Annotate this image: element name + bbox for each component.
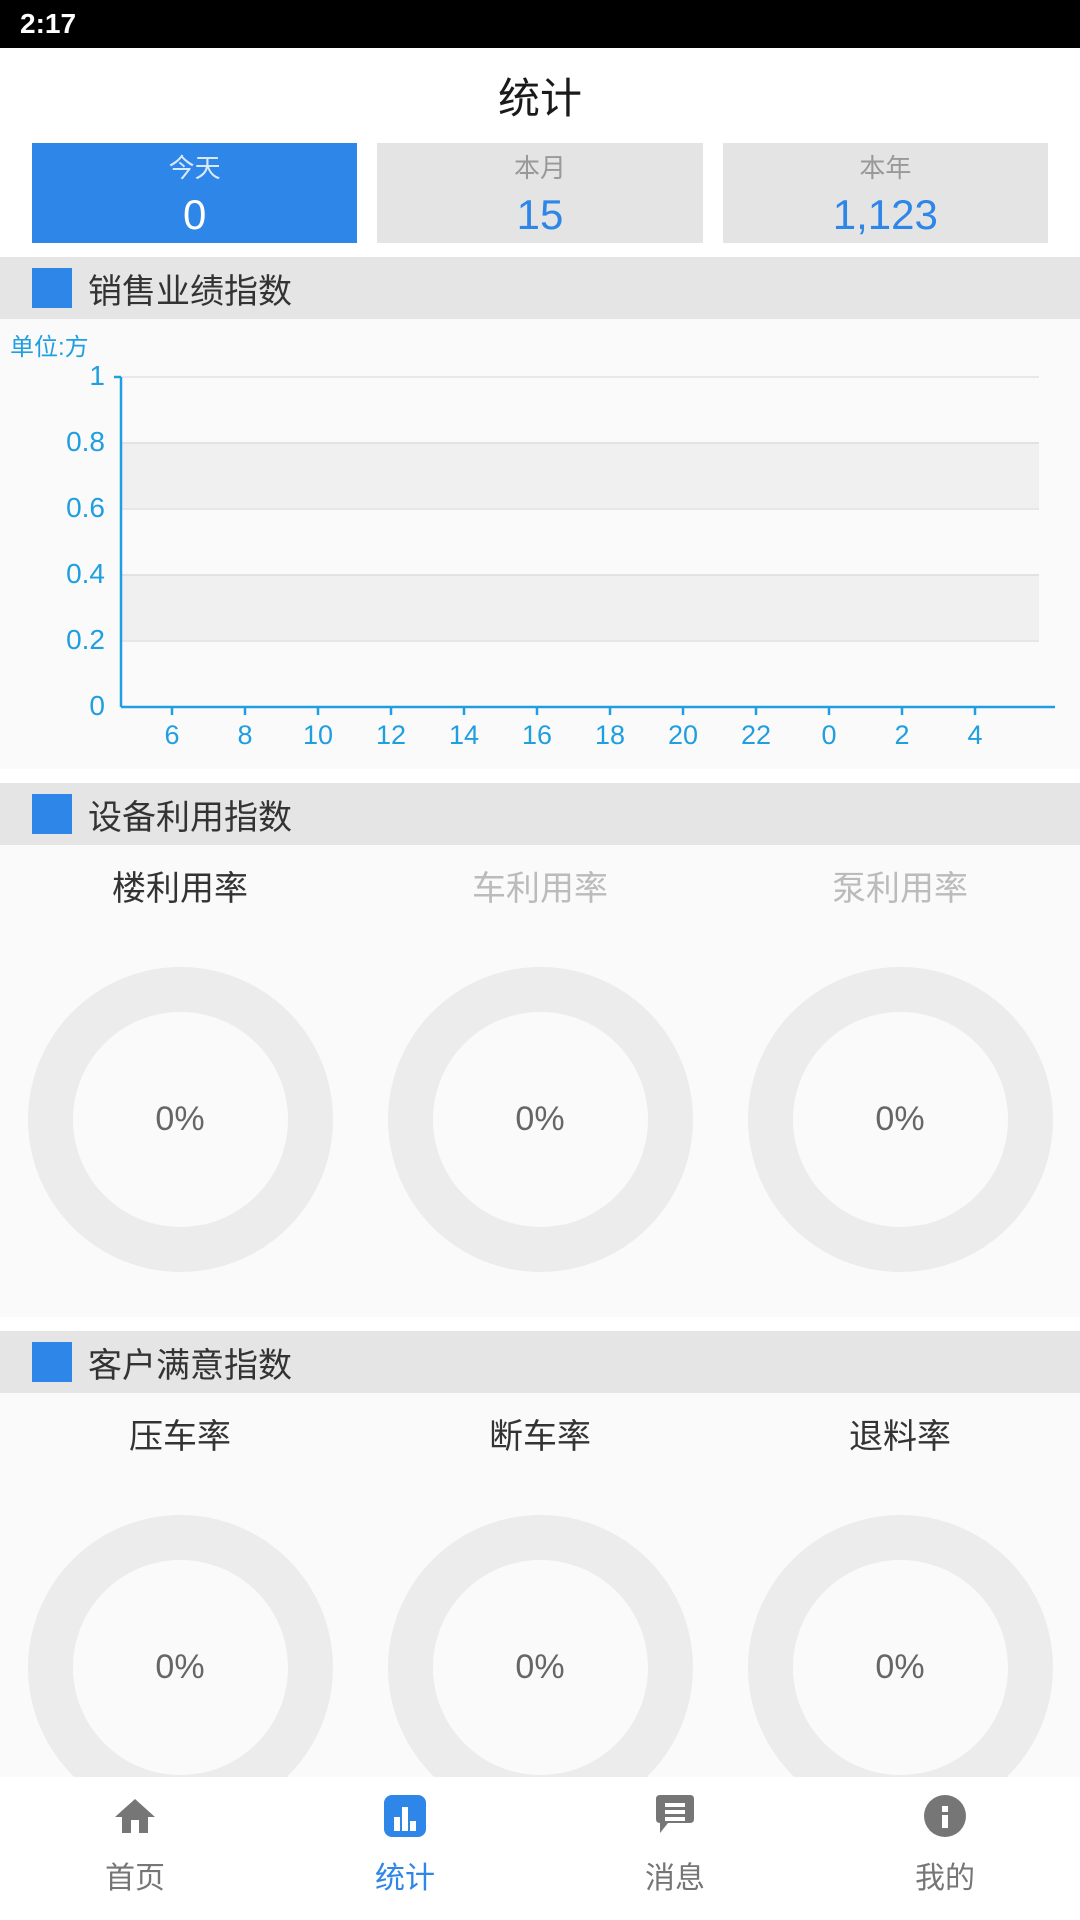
svg-text:22: 22	[741, 720, 771, 750]
svg-text:0.4: 0.4	[66, 558, 105, 589]
svg-text:2: 2	[894, 720, 909, 750]
svg-text:0.8: 0.8	[66, 426, 105, 457]
svg-text:20: 20	[668, 720, 698, 750]
svg-text:18: 18	[595, 720, 625, 750]
svg-text:0: 0	[89, 690, 105, 721]
svg-text:4: 4	[967, 720, 982, 750]
svg-text:12: 12	[376, 720, 406, 750]
svg-text:0.2: 0.2	[66, 624, 105, 655]
svg-text:16: 16	[522, 720, 552, 750]
svg-text:1: 1	[89, 360, 105, 391]
svg-text:10: 10	[303, 720, 333, 750]
svg-text:0.6: 0.6	[66, 492, 105, 523]
svg-text:6: 6	[164, 720, 179, 750]
svg-text:8: 8	[237, 720, 252, 750]
svg-text:14: 14	[449, 720, 479, 750]
svg-text:0: 0	[821, 720, 836, 750]
